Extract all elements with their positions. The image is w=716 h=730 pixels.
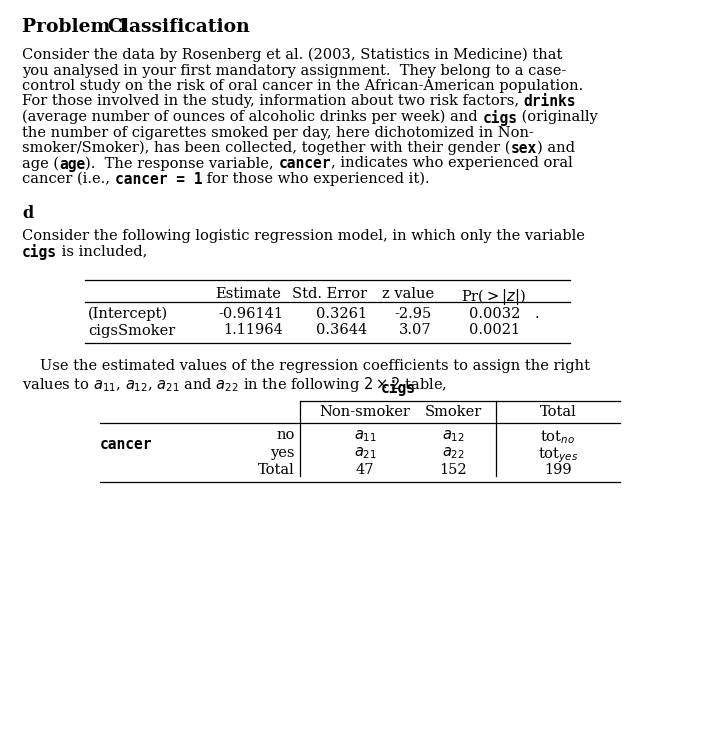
Text: tot$_{no}$: tot$_{no}$ (541, 428, 576, 446)
Text: .: . (535, 307, 540, 321)
Text: ) and: ) and (536, 141, 575, 155)
Text: ).  The response variable,: ). The response variable, (85, 156, 279, 171)
Text: control study on the risk of oral cancer in the African-American population.: control study on the risk of oral cancer… (22, 79, 584, 93)
Text: 0.3261: 0.3261 (316, 307, 367, 321)
Text: Problem 1: Problem 1 (22, 18, 130, 36)
Text: -0.96141: -0.96141 (218, 307, 283, 321)
Text: z value: z value (382, 287, 434, 301)
Text: age (: age ( (22, 156, 59, 171)
Text: tot$_{yes}$: tot$_{yes}$ (538, 445, 578, 465)
Text: Smoker: Smoker (425, 405, 482, 420)
Text: Use the estimated values of the regression coefficients to assign the right: Use the estimated values of the regressi… (40, 359, 590, 373)
Text: Total: Total (540, 405, 576, 420)
Text: values to $a_{11}$, $a_{12}$, $a_{21}$ and $a_{22}$ in the following $2 \times 2: values to $a_{11}$, $a_{12}$, $a_{21}$ a… (22, 374, 448, 393)
Text: 1.11964: 1.11964 (223, 323, 283, 337)
Text: (average number of ounces of alcoholic drinks per week) and: (average number of ounces of alcoholic d… (22, 110, 483, 124)
Text: is included,: is included, (57, 245, 147, 258)
Text: Std. Error: Std. Error (292, 287, 367, 301)
Text: cigsSmoker: cigsSmoker (88, 323, 175, 337)
Text: 0.0032: 0.0032 (469, 307, 520, 321)
Text: (originally: (originally (517, 110, 598, 124)
Text: smoker/Smoker), has been collected, together with their gender (: smoker/Smoker), has been collected, toge… (22, 141, 511, 155)
Text: 47: 47 (356, 463, 374, 477)
Text: Classification: Classification (107, 18, 250, 36)
Text: d: d (22, 206, 33, 223)
Text: the number of cigarettes smoked per day, here dichotomized in Non-: the number of cigarettes smoked per day,… (22, 126, 534, 139)
Text: cancer (i.e.,: cancer (i.e., (22, 172, 115, 186)
Text: 199: 199 (544, 463, 572, 477)
Text: $a_{21}$: $a_{21}$ (354, 445, 377, 461)
Text: For those involved in the study, information about two risk factors,: For those involved in the study, informa… (22, 94, 523, 109)
Text: you analysed in your first mandatory assignment.  They belong to a case-: you analysed in your first mandatory ass… (22, 64, 566, 77)
Text: Pr($>|z|$): Pr($>|z|$) (460, 287, 526, 307)
Text: yes: yes (271, 445, 295, 459)
Text: 152: 152 (439, 463, 467, 477)
Text: Total: Total (258, 463, 295, 477)
Text: -2.95: -2.95 (395, 307, 432, 321)
Text: Non-smoker: Non-smoker (319, 405, 410, 420)
Text: 0.3644: 0.3644 (316, 323, 367, 337)
Text: for those who experienced it).: for those who experienced it). (202, 172, 430, 186)
Text: sex: sex (511, 141, 536, 156)
Text: cancer: cancer (279, 156, 331, 172)
Text: (Intercept): (Intercept) (88, 307, 168, 321)
Text: age: age (59, 156, 85, 172)
Text: $a_{12}$: $a_{12}$ (442, 428, 465, 444)
Text: Estimate: Estimate (215, 287, 281, 301)
Text: $a_{22}$: $a_{22}$ (442, 445, 465, 461)
Text: , indicates who experienced oral: , indicates who experienced oral (331, 156, 573, 171)
Text: Consider the following logistic regression model, in which only the variable: Consider the following logistic regressi… (22, 229, 585, 243)
Text: no: no (276, 428, 295, 442)
Text: $a_{11}$: $a_{11}$ (354, 428, 377, 444)
Text: cigs: cigs (22, 245, 57, 261)
Text: Consider the data by Rosenberg et al. (2003, Statistics in Medicine) that: Consider the data by Rosenberg et al. (2… (22, 48, 562, 62)
Text: 3.07: 3.07 (400, 323, 432, 337)
Text: cigs: cigs (483, 110, 517, 126)
Text: 0.0021: 0.0021 (469, 323, 520, 337)
Text: cancer: cancer (100, 437, 153, 452)
Text: cigs: cigs (380, 380, 415, 396)
Text: cancer = 1: cancer = 1 (115, 172, 202, 187)
Text: drinks: drinks (523, 94, 576, 110)
